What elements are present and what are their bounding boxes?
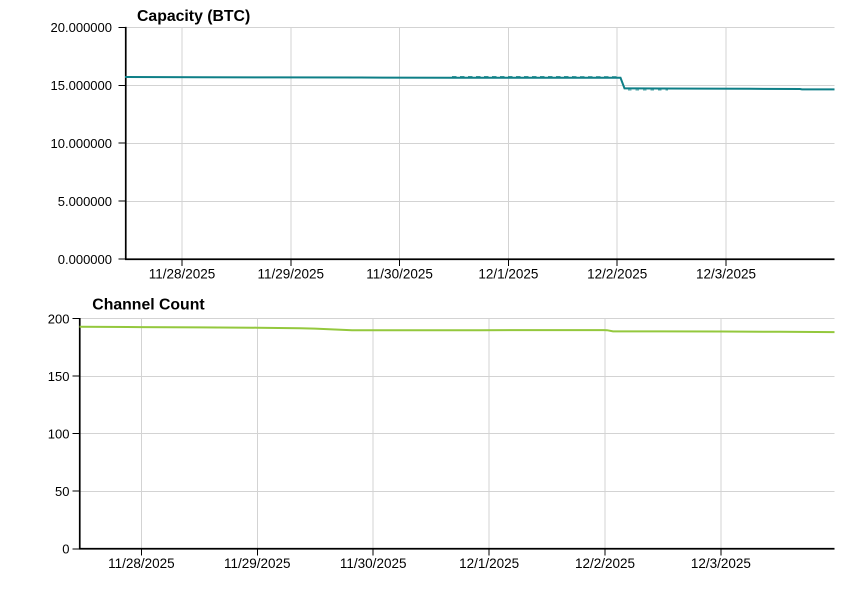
svg-text:Capacity (BTC): Capacity (BTC) bbox=[137, 8, 250, 25]
svg-text:11/29/2025: 11/29/2025 bbox=[224, 556, 291, 571]
svg-text:12/2/2025: 12/2/2025 bbox=[587, 267, 647, 282]
svg-text:12/2/2025: 12/2/2025 bbox=[575, 556, 635, 571]
svg-text:5.000000: 5.000000 bbox=[58, 194, 112, 209]
svg-text:150: 150 bbox=[48, 369, 70, 384]
svg-text:100: 100 bbox=[48, 427, 70, 442]
svg-text:200: 200 bbox=[48, 311, 70, 326]
svg-text:12/3/2025: 12/3/2025 bbox=[696, 267, 756, 282]
svg-text:12/1/2025: 12/1/2025 bbox=[478, 267, 538, 282]
svg-text:10.000000: 10.000000 bbox=[51, 136, 112, 151]
svg-text:20.000000: 20.000000 bbox=[51, 20, 112, 35]
svg-text:0: 0 bbox=[62, 542, 69, 557]
svg-text:11/28/2025: 11/28/2025 bbox=[108, 556, 175, 571]
svg-text:Channel Count: Channel Count bbox=[92, 296, 205, 313]
svg-text:11/28/2025: 11/28/2025 bbox=[149, 267, 216, 282]
svg-text:11/30/2025: 11/30/2025 bbox=[340, 556, 407, 571]
svg-text:0.000000: 0.000000 bbox=[58, 252, 112, 267]
svg-text:11/29/2025: 11/29/2025 bbox=[258, 267, 325, 282]
svg-text:15.000000: 15.000000 bbox=[51, 78, 112, 93]
svg-text:11/30/2025: 11/30/2025 bbox=[366, 267, 433, 282]
svg-text:50: 50 bbox=[55, 484, 69, 499]
svg-text:12/3/2025: 12/3/2025 bbox=[691, 556, 751, 571]
svg-text:12/1/2025: 12/1/2025 bbox=[459, 556, 519, 571]
